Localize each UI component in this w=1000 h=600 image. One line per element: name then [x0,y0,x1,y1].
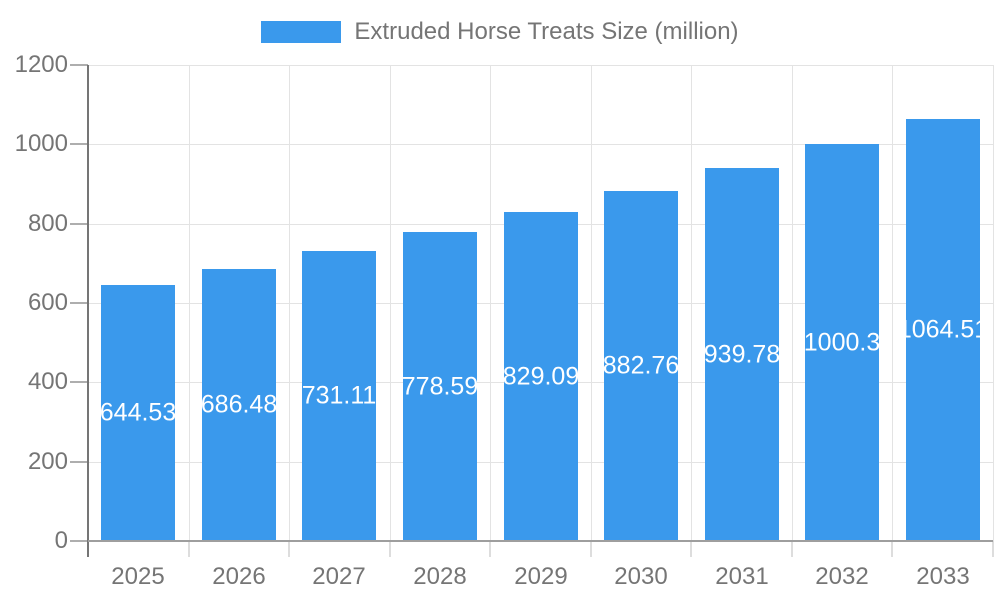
v-gridline [390,65,391,541]
legend-label: Extruded Horse Treats Size (million) [354,18,739,45]
v-gridline [892,65,893,541]
v-gridline [289,65,290,541]
bar-2026[interactable]: 686.48 [202,269,276,541]
bar-2030[interactable]: 882.76 [604,191,678,541]
bar-value-label: 686.48 [202,390,276,419]
y-tick-label: 600 [27,289,68,316]
y-axis-tick [70,64,88,66]
bar-2033[interactable]: 1064.51 [906,119,980,541]
x-tick-label: 2033 [916,563,970,590]
y-axis-tick [70,143,88,145]
bar-2028[interactable]: 778.59 [403,232,477,541]
bar-value-label: 882.76 [604,351,678,380]
bar-value-label: 644.53 [101,398,175,427]
y-axis-tick [70,461,88,463]
y-axis-tick [70,381,88,383]
v-gridline [691,65,692,541]
x-tick-label: 2031 [715,563,769,590]
bar-value-label: 939.78 [705,340,779,368]
bar-value-label: 778.59 [403,372,477,400]
x-tick-label: 2029 [514,563,568,590]
bar-value-label: 1000.3 [805,328,879,356]
bar-value-label: 1064.51 [906,315,980,344]
y-axis-tick [70,540,88,542]
x-axis-tick [791,541,793,557]
bar-2025[interactable]: 644.53 [101,285,175,541]
v-gridline [189,65,190,541]
x-axis-tick [891,541,893,557]
x-tick-label: 2028 [413,563,467,590]
v-gridline [993,65,994,541]
y-tick-label: 800 [27,210,68,237]
x-tick-label: 2027 [312,563,366,590]
x-axis-tick [489,541,491,557]
bar-2029[interactable]: 829.09 [504,212,578,541]
v-gridline [490,65,491,541]
x-tick-label: 2026 [212,563,266,590]
x-tick-label: 2030 [614,563,668,590]
v-gridline [591,65,592,541]
y-tick-label: 400 [27,368,68,395]
x-tick-label: 2025 [111,563,165,590]
y-tick-label: 1000 [14,130,68,157]
legend-swatch [261,21,342,43]
bar-2031[interactable]: 939.78 [705,168,779,541]
x-tick-label: 2032 [815,563,869,590]
x-axis-tick [188,541,190,557]
x-axis-tick [690,541,692,557]
bar-2027[interactable]: 731.11 [302,251,376,541]
h-gridline [88,65,993,66]
h-gridline [88,144,993,145]
y-axis-tick [70,302,88,304]
v-gridline [792,65,793,541]
x-axis-tick [389,541,391,557]
legend-item[interactable]: Extruded Horse Treats Size (million) [0,18,1000,46]
y-tick-label: 200 [27,448,68,475]
bar-value-label: 829.09 [504,362,578,390]
y-tick-label: 0 [54,527,68,554]
y-axis-tick [70,223,88,225]
y-axis-line [87,65,89,557]
x-axis-line [88,540,993,542]
y-tick-label: 1200 [14,51,68,78]
bar-value-label: 731.11 [302,381,376,410]
x-axis-tick [590,541,592,557]
x-axis-tick [288,541,290,557]
x-axis-tick [992,541,994,557]
bar-2032[interactable]: 1000.3 [805,144,879,541]
